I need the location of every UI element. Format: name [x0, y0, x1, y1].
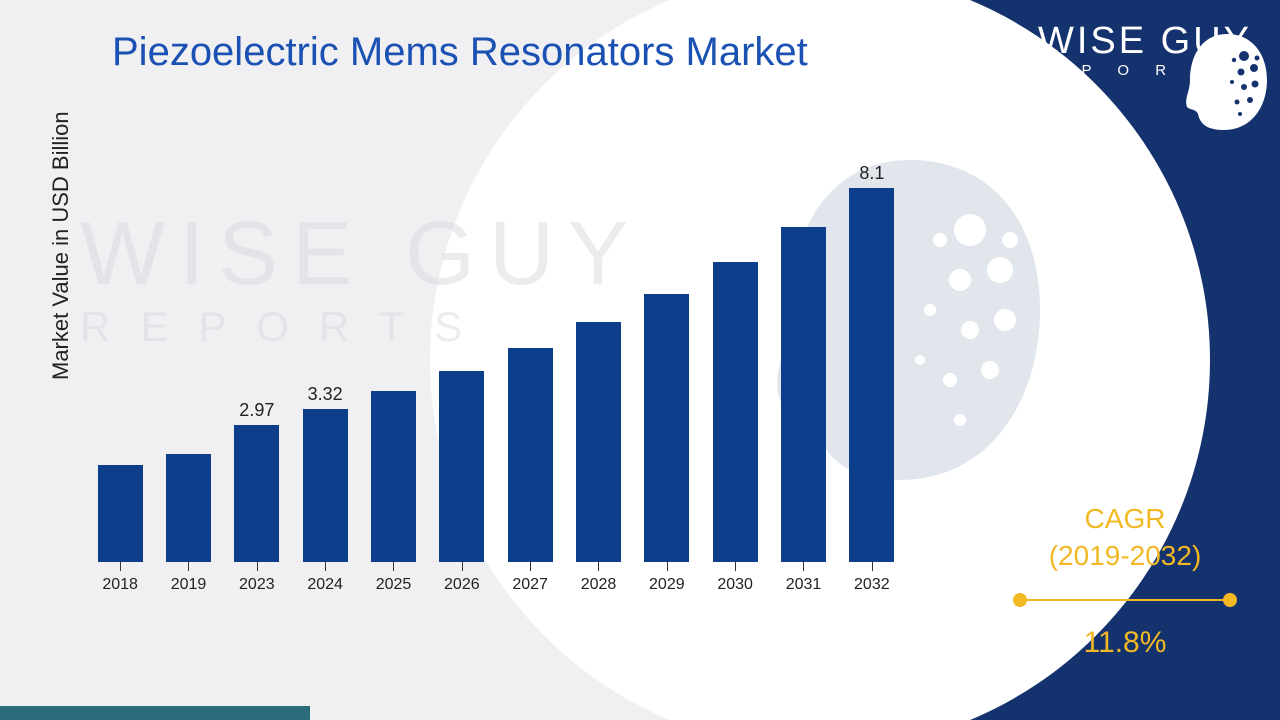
bar-column — [98, 170, 143, 562]
bar-column — [508, 170, 553, 562]
bar — [303, 409, 348, 562]
bar — [576, 322, 621, 562]
x-axis-tick-label: 2019 — [171, 576, 207, 594]
footer-accent-bar — [0, 706, 310, 720]
chart-title: Piezoelectric Mems Resonators Market — [112, 28, 808, 76]
bar-value-label: 3.32 — [308, 384, 343, 405]
bar — [166, 454, 211, 562]
bar — [781, 227, 826, 562]
cagr-value: 11.8% — [1000, 626, 1250, 660]
bar-column — [781, 170, 826, 562]
bar — [439, 371, 484, 562]
bar-column — [644, 170, 689, 562]
x-axis-tick-label: 2026 — [444, 576, 480, 594]
bar — [713, 262, 758, 562]
bar — [849, 188, 894, 562]
cagr-block: CAGR (2019-2032) 11.8% — [1000, 501, 1250, 660]
bar-column: 3.32 — [303, 170, 348, 562]
bar — [508, 348, 553, 562]
bar-column — [371, 170, 416, 562]
brand-logo: WISE GUY R E P O R T S — [1008, 22, 1252, 79]
x-axis-tick-label: 2029 — [649, 576, 685, 594]
x-axis-tick-label: 2027 — [512, 576, 548, 594]
cagr-divider — [1015, 588, 1235, 612]
y-axis-label: Market Value in USD Billion — [48, 111, 74, 380]
x-axis-tick-label: 2030 — [717, 576, 753, 594]
x-axis-tick-label: 2023 — [239, 576, 275, 594]
bar — [98, 465, 143, 562]
x-axis-tick-label: 2024 — [307, 576, 343, 594]
cagr-label-line2: (2019-2032) — [1000, 538, 1250, 574]
bar-column — [439, 170, 484, 562]
cagr-label-line1: CAGR — [1000, 501, 1250, 537]
x-axis-tick-label: 2025 — [376, 576, 412, 594]
bar-column — [576, 170, 621, 562]
x-axis-tick-label: 2031 — [786, 576, 822, 594]
bar-value-label: 8.1 — [859, 163, 884, 184]
x-axis-tick-label: 2018 — [102, 576, 138, 594]
cagr-dot-right — [1223, 593, 1237, 607]
cagr-dot-left — [1013, 593, 1027, 607]
bar-value-label: 2.97 — [239, 400, 274, 421]
bar — [234, 425, 279, 562]
logo-head-icon — [1182, 32, 1272, 132]
x-axis-tick-label: 2032 — [854, 576, 890, 594]
bar — [644, 294, 689, 562]
bar-column — [166, 170, 211, 562]
x-axis-tick-label: 2028 — [581, 576, 617, 594]
bar-column: 8.1 — [849, 170, 894, 562]
bar-column — [713, 170, 758, 562]
figure: WISE GUY REPORTS WISE GUY R E P O R T S … — [0, 0, 1280, 720]
bar — [371, 391, 416, 562]
x-axis-labels: 2018 2019 2023 2024 2025 2026 2027 2028 2029 2030… — [86, 570, 906, 600]
bar-chart: 2.97 3.32 8.1 2018 2019 2023 2024 2025 2026 2027… — [86, 170, 906, 600]
bar-column: 2.97 — [234, 170, 279, 562]
plot-area: 2.97 3.32 8.1 — [86, 170, 906, 562]
